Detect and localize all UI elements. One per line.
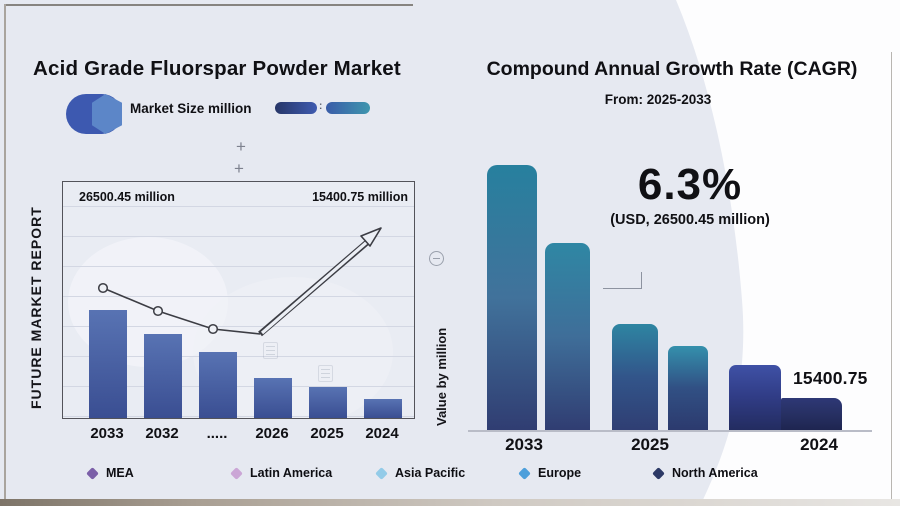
legend-item-mea: MEA — [86, 466, 134, 480]
year-label-2033: 2033 — [505, 435, 543, 454]
market-size-bar-2025 — [309, 387, 347, 418]
region-legend: MEA Latin America Asia Pacific Europe North … — [0, 466, 900, 490]
year-label-2025: 2025 — [631, 435, 669, 454]
minus-circle-icon — [429, 251, 444, 266]
legend-diamond-icon — [518, 466, 531, 480]
ratio-pill-right — [326, 102, 370, 114]
cagr-bar-5 — [781, 398, 842, 430]
legend-label: Latin America — [250, 466, 333, 480]
cagr-bar-4 — [729, 365, 781, 430]
year-label-2024: 2024 — [800, 435, 838, 454]
value-2024-label: 15400.75 — [793, 368, 868, 388]
market-size-bar-2026 — [254, 378, 292, 418]
x-label-2026: 2026 — [255, 425, 289, 442]
x-label-2033: 2033 — [90, 425, 124, 442]
market-size-label: Market Size million — [130, 101, 252, 116]
legend-label: Europe — [538, 466, 582, 480]
legend-item-europe: Europe — [518, 466, 582, 480]
start-value-label: 26500.45 million — [79, 190, 175, 204]
legend-item-latin-america: Latin America — [230, 466, 333, 480]
connector-line — [641, 272, 642, 289]
chart-baseline — [468, 430, 872, 432]
ghost-chart-icon — [318, 365, 333, 382]
cylinder-icon — [66, 94, 122, 134]
market-size-bar-2033 — [89, 310, 127, 418]
future-market-report-watermark: FUTURE MARKET REPORT — [28, 206, 44, 410]
x-label-2025: 2025 — [310, 425, 344, 442]
cagr-chart: 2033 2025 2024 — [468, 154, 882, 454]
legend-item-asia-pacific: Asia Pacific — [375, 466, 466, 480]
x-label-2032: 2032 — [145, 425, 179, 442]
cagr-subtitle: From: 2025-2033 — [604, 92, 712, 107]
cagr-note: (USD, 26500.45 million) — [610, 212, 770, 228]
legend-label: MEA — [106, 466, 134, 480]
ghost-chart-icon — [263, 342, 278, 359]
plus-mark-icon: + — [236, 137, 246, 156]
legend-diamond-icon — [652, 466, 665, 480]
market-size-bar-2032 — [144, 334, 182, 418]
value-axis-label: Value by million — [434, 327, 449, 426]
legend-label: North America — [672, 466, 758, 480]
cylinder-facet — [92, 94, 122, 134]
cagr-title: Compound Annual Growth Rate (CAGR) — [486, 58, 858, 80]
end-value-label: 15400.75 million — [312, 190, 408, 204]
connector-line — [603, 288, 642, 289]
x-label-.....: ..... — [206, 425, 228, 442]
market-size-bar-..... — [199, 352, 237, 418]
legend-label: Asia Pacific — [395, 466, 466, 480]
market-size-chart: 26500.45 million 15400.75 million — [62, 181, 415, 419]
plus-mark-icon: + — [234, 159, 244, 178]
cagr-value: 6.3% — [637, 160, 743, 209]
page-title: Acid Grade Fluorspar Powder Market — [33, 57, 401, 80]
frame-right-line — [891, 52, 892, 500]
ratio-separator: : — [319, 101, 323, 112]
legend-diamond-icon — [230, 466, 243, 480]
frame-bottom-strip — [0, 499, 900, 506]
legend-diamond-icon — [375, 466, 388, 480]
cagr-bar-1 — [545, 243, 590, 430]
ratio-pill-left — [275, 102, 317, 114]
x-label-2024: 2024 — [365, 425, 399, 442]
market-size-bar-2024 — [364, 399, 402, 418]
cagr-bar-3 — [668, 346, 708, 430]
frame-left-line — [4, 4, 6, 500]
cagr-bar-2 — [612, 324, 658, 430]
cagr-bar-0 — [487, 165, 537, 430]
legend-diamond-icon — [86, 466, 99, 480]
legend-item-north-america: North America — [652, 466, 758, 480]
frame-top-line — [5, 4, 413, 6]
